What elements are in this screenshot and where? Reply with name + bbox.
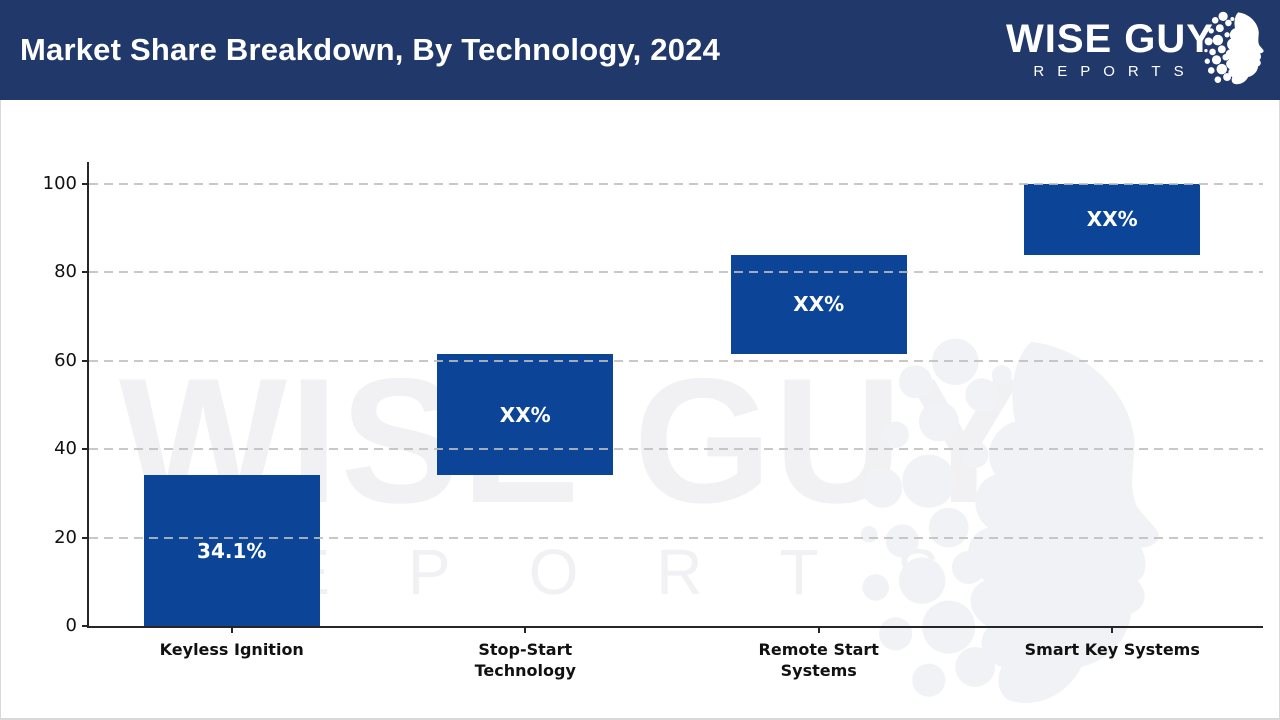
- brand-logo: WISE GUY REPORTS: [1006, 8, 1268, 88]
- y-tick: [82, 448, 89, 451]
- x-tick: [817, 626, 820, 633]
- page-title: Market Share Breakdown, By Technology, 2…: [20, 32, 721, 67]
- gridline-100: [89, 183, 1263, 185]
- y-axis-tick-label: 0: [65, 615, 77, 636]
- x-axis-label: Remote Start Systems: [758, 640, 879, 680]
- chart-canvas: WISE GUY REPORTS 34.1% Keyless Ignition XX…: [0, 100, 1280, 720]
- bar-value-label: 34.1%: [197, 538, 267, 563]
- bar-keyless-ignition: 34.1%: [143, 475, 320, 626]
- bar-value-label: XX%: [1086, 207, 1138, 232]
- gridline-20: [89, 536, 1263, 539]
- x-tick: [1111, 626, 1114, 633]
- bar-value-label: XX%: [793, 292, 845, 317]
- brand-name: WISE GUY: [1005, 16, 1214, 61]
- x-axis-label: Keyless Ignition: [159, 640, 304, 659]
- x-axis-line: [87, 626, 1263, 628]
- gridline-80: [89, 271, 1263, 274]
- y-axis-tick-label: 80: [54, 261, 77, 283]
- bar-value-label: XX%: [499, 402, 551, 427]
- bar-smart-key-systems: XX%: [1024, 184, 1201, 255]
- x-axis-label: Smart Key Systems: [1024, 640, 1200, 659]
- brand-subtitle: REPORTS: [1033, 62, 1197, 80]
- y-axis-tick-label: 60: [54, 349, 77, 371]
- brand-logo-text: WISE GUY REPORTS: [1006, 17, 1214, 80]
- y-tick: [82, 359, 89, 362]
- y-axis-tick-label: 20: [54, 526, 77, 548]
- x-tick: [524, 626, 527, 633]
- y-tick: [82, 536, 89, 539]
- y-axis-line: [87, 162, 89, 628]
- y-axis-tick-label: 100: [42, 173, 77, 194]
- bar-stop-start-technology: XX%: [437, 354, 614, 476]
- y-axis-tick-label: 40: [54, 438, 77, 460]
- y-tick: [82, 625, 89, 627]
- gridline-60: [89, 359, 1263, 362]
- header-bar: Market Share Breakdown, By Technology, 2…: [0, 0, 1280, 100]
- x-axis-label: Stop-Start Technology: [474, 640, 576, 680]
- bar-remote-start-systems: XX%: [730, 254, 907, 355]
- x-tick: [230, 626, 233, 633]
- y-tick: [82, 183, 89, 185]
- gridline-40: [89, 448, 1263, 451]
- brand-face-icon: [1204, 11, 1264, 85]
- y-tick: [82, 271, 89, 274]
